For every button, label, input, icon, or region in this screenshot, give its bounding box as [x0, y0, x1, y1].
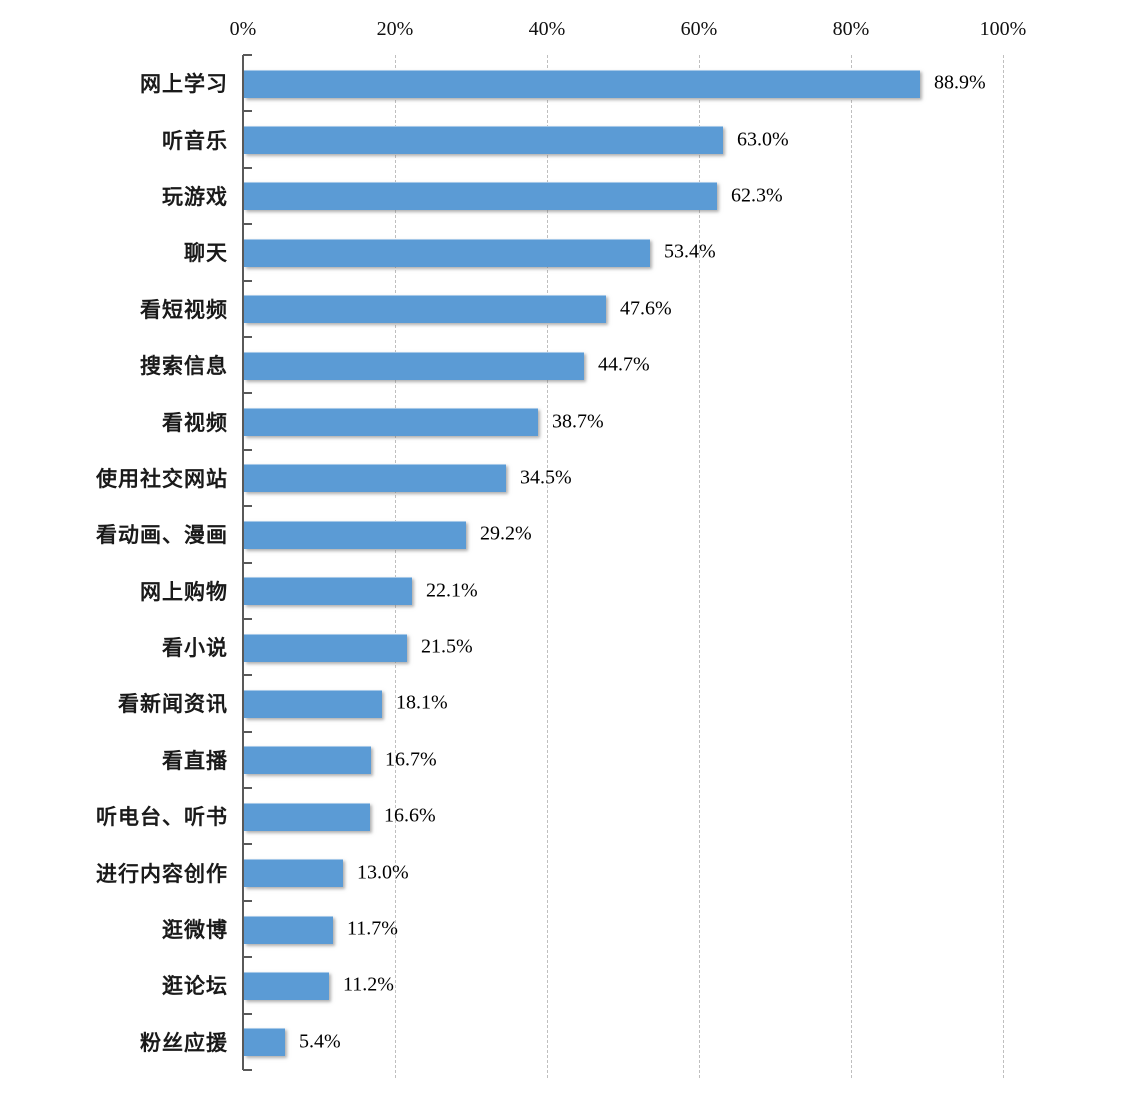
category-label: 聊天	[184, 242, 228, 266]
category-label: 看小说	[162, 637, 228, 661]
y-axis-tick	[243, 843, 252, 845]
category-label: 看动画、漫画	[96, 524, 228, 548]
y-axis-tick	[243, 1013, 252, 1015]
bar	[244, 521, 466, 549]
gridline-vertical	[699, 55, 700, 1078]
y-axis-tick	[243, 562, 252, 564]
bar	[244, 634, 407, 662]
bar-value-label: 13.0%	[357, 861, 409, 884]
bar-value-label: 16.6%	[384, 804, 436, 827]
x-axis-tick-label: 40%	[528, 18, 566, 40]
bar	[244, 464, 506, 492]
bar-value-label: 38.7%	[552, 410, 604, 433]
bar	[244, 577, 412, 605]
bar	[244, 352, 584, 380]
bar-value-label: 44.7%	[598, 353, 650, 376]
y-axis-tick	[243, 280, 252, 282]
bar-value-label: 11.2%	[343, 973, 394, 996]
bar-value-label: 47.6%	[620, 297, 672, 320]
y-axis-tick	[243, 900, 252, 902]
bar	[244, 70, 920, 98]
bar	[244, 690, 382, 718]
y-axis-tick	[243, 223, 252, 225]
bar-value-label: 22.1%	[426, 579, 478, 602]
category-label: 玩游戏	[162, 185, 228, 209]
bar-value-label: 16.7%	[385, 748, 437, 771]
category-label: 听音乐	[162, 129, 228, 153]
bar-value-label: 18.1%	[396, 691, 448, 714]
y-axis-tick	[243, 505, 252, 507]
x-axis-tick-label: 80%	[832, 18, 870, 40]
y-axis-tick	[243, 449, 252, 451]
bar	[244, 295, 606, 323]
gridline-vertical	[547, 55, 548, 1078]
y-axis-tick	[243, 336, 252, 338]
bar-value-label: 5.4%	[299, 1030, 341, 1053]
category-label: 网上学习	[140, 73, 228, 97]
category-label: 逛微博	[162, 919, 228, 943]
bar-value-label: 53.4%	[664, 240, 716, 263]
bar-value-label: 21.5%	[421, 635, 473, 658]
x-axis-tick-label: 20%	[376, 18, 414, 40]
category-label: 网上购物	[140, 580, 228, 604]
bar-value-label: 62.3%	[731, 184, 783, 207]
bar	[244, 126, 723, 154]
bar-value-label: 11.7%	[347, 917, 398, 940]
bar	[244, 408, 538, 436]
category-label: 听电台、听书	[96, 806, 228, 830]
bar-value-label: 88.9%	[934, 71, 986, 94]
y-axis-tick	[243, 674, 252, 676]
bar	[244, 239, 650, 267]
bar-value-label: 63.0%	[737, 128, 789, 151]
category-label: 看直播	[162, 749, 228, 773]
category-label: 看短视频	[140, 298, 228, 322]
category-label: 搜索信息	[140, 355, 228, 379]
y-axis-tick	[243, 392, 252, 394]
bar-value-label: 29.2%	[480, 522, 532, 545]
y-axis-tick	[243, 787, 252, 789]
x-axis-tick-label: 0%	[229, 18, 257, 40]
x-axis-tick-label: 60%	[680, 18, 718, 40]
bar	[244, 746, 371, 774]
category-label: 逛论坛	[162, 975, 228, 999]
y-axis-tick	[243, 956, 252, 958]
bar	[244, 916, 333, 944]
bar	[244, 803, 370, 831]
gridline-vertical	[851, 55, 852, 1078]
y-axis-tick	[243, 54, 252, 56]
y-axis-tick	[243, 731, 252, 733]
category-label: 粉丝应援	[140, 1031, 228, 1055]
category-label: 进行内容创作	[96, 862, 228, 886]
bar	[244, 1028, 285, 1056]
bar-value-label: 34.5%	[520, 466, 572, 489]
category-label: 使用社交网站	[96, 467, 228, 491]
category-label: 看新闻资讯	[118, 693, 228, 717]
bar	[244, 859, 343, 887]
category-label: 看视频	[162, 411, 228, 435]
bar	[244, 972, 329, 1000]
y-axis-tick	[243, 618, 252, 620]
y-axis-tick	[243, 167, 252, 169]
gridline-vertical	[395, 55, 396, 1078]
x-axis-tick-label: 100%	[979, 18, 1027, 40]
gridline-vertical	[1003, 55, 1004, 1078]
y-axis-tick	[243, 110, 252, 112]
y-axis-tick	[243, 1069, 252, 1071]
bar	[244, 182, 717, 210]
